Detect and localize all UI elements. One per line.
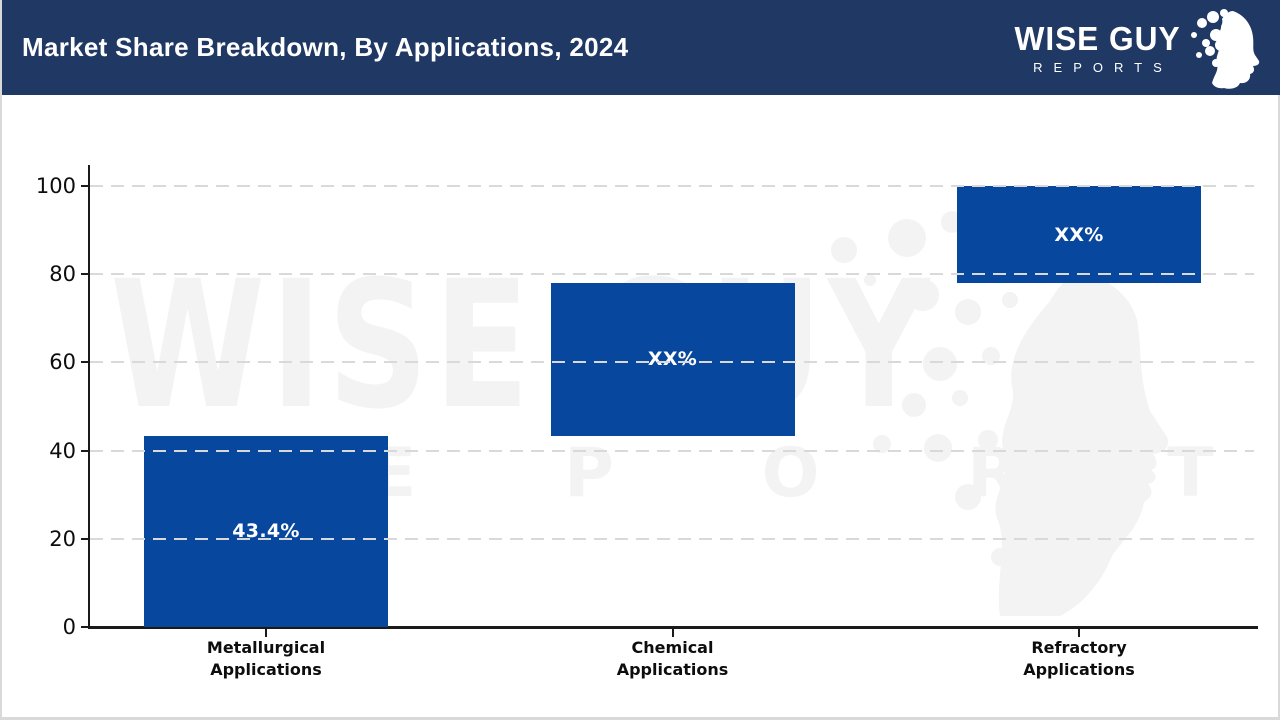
y-tick-label: 0	[62, 615, 76, 639]
bar-value-label: XX%	[647, 348, 698, 371]
chart-title: Market Share Breakdown, By Applications,…	[22, 32, 629, 62]
gridline	[90, 273, 1254, 276]
y-tick-mark	[81, 626, 88, 628]
category-label-refractory-applications: Refractory Applications	[919, 637, 1239, 681]
header-banner: Market Share Breakdown, By Applications,…	[2, 0, 1280, 95]
y-tick-label: 80	[49, 262, 76, 287]
bar-value-label: XX%	[1054, 223, 1104, 246]
category-label-line: Chemical	[631, 638, 714, 657]
y-tick-mark	[81, 185, 88, 187]
category-label-line: Applications	[1023, 660, 1135, 679]
category-label-line: Refractory	[1031, 638, 1127, 657]
x-axis-line	[88, 626, 1258, 629]
y-tick-mark	[81, 537, 88, 540]
y-axis-line	[88, 165, 90, 629]
gridline	[90, 185, 1254, 187]
logo-reports-label: REPORTS	[1033, 59, 1173, 75]
y-tick-label: 40	[49, 438, 76, 463]
category-label-line: Applications	[616, 660, 729, 679]
category-label-line: Metallurgical	[206, 638, 326, 657]
y-tick-mark	[81, 273, 88, 276]
bar-refractory-applications: XX%	[957, 186, 1201, 284]
y-tick-mark	[81, 361, 88, 364]
gridline	[90, 537, 1254, 540]
x-tick-mark	[1078, 629, 1080, 637]
x-tick-mark	[671, 629, 674, 637]
gridline	[90, 361, 1254, 364]
bar-metallurgical-applications: 43.4%	[144, 435, 388, 627]
bar-chemical-applications: XX%	[550, 283, 795, 436]
category-label-chemical-applications: Chemical Applications	[513, 637, 833, 681]
y-tick-mark	[81, 449, 88, 452]
logo-face-icon	[1191, 8, 1260, 89]
y-tick-label: 20	[49, 526, 76, 551]
category-label-line: Applications	[210, 660, 322, 679]
y-tick-label: 60	[49, 350, 76, 375]
bar-value-label: 43.4%	[232, 520, 300, 543]
x-tick-mark	[265, 629, 267, 637]
logo-text: WISE GUY REPORTS	[1011, 22, 1184, 74]
gridline	[90, 449, 1254, 452]
wise-guy-reports-logo: WISE GUY REPORTS	[1011, 7, 1260, 89]
category-label-metallurgical-applications: Metallurgical Applications	[106, 637, 426, 681]
logo-wiseguy-label: WISE GUY	[1014, 19, 1181, 57]
y-tick-label: 100	[35, 174, 76, 198]
